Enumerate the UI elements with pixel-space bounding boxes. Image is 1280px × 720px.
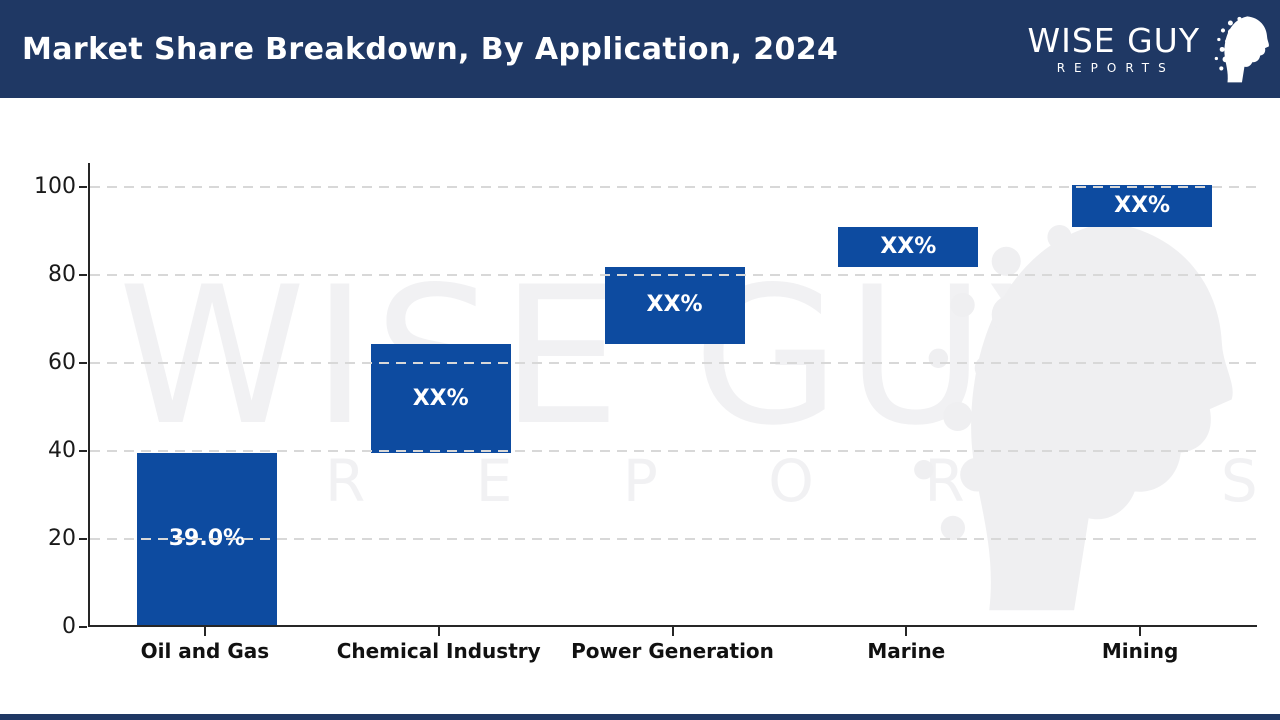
x-tick-mark-1 [437,627,440,636]
bar-value-label: XX% [880,233,937,259]
footer-bar [0,714,1280,720]
bar-power-generation: XX% [604,266,745,344]
bar-mining: XX% [1072,185,1213,227]
brand-logo-text: WISE GUY REPORTS [1027,24,1200,75]
bar-value-label: XX% [1114,193,1171,219]
y-tick-label-20: 20 [48,526,76,552]
brand-logo: WISE GUY REPORTS [1027,0,1280,98]
gridline-100 [90,186,1257,189]
x-tick-mark-0 [203,627,206,636]
y-tick-label-100: 100 [34,174,76,200]
bar-value-label: XX% [646,292,703,318]
plot-area: 39.0% XX% XX% XX% XX% [88,163,1257,627]
head-profile-icon [1214,16,1269,83]
x-axis-label-oil-and-gas: Oil and Gas [140,639,270,663]
y-tick-label-80: 80 [48,262,76,288]
gridline-20 [90,538,1257,541]
y-tick-mark-80 [79,274,87,277]
header-bar: Market Share Breakdown, By Application, … [0,0,1280,98]
gridline-60 [90,362,1257,365]
gridline-40 [90,450,1257,453]
y-tick-mark-0 [79,626,87,628]
bar-marine: XX% [838,226,979,267]
y-tick-mark-60 [79,362,87,365]
y-tick-mark-20 [79,538,87,541]
brand-subname: REPORTS [1056,60,1175,75]
bar-chemical-industry: XX% [370,343,511,454]
x-axis-label-power-generation: Power Generation [571,639,774,663]
x-tick-mark-2 [671,627,674,636]
x-tick-mark-4 [1139,627,1142,636]
gridline-80 [90,274,1257,277]
x-axis-label-marine: Marine [867,639,946,663]
x-axis-label-mining: Mining [1101,639,1179,663]
brand-name: WISE GUY [1027,20,1200,60]
y-tick-label-60: 60 [48,350,76,376]
y-tick-label-40: 40 [48,438,76,464]
x-tick-mark-3 [905,627,908,636]
y-tick-mark-100 [79,186,87,189]
y-tick-label-0: 0 [62,614,76,639]
x-axis-label-chemical-industry: Chemical Industry [336,639,541,663]
bar-value-label: XX% [412,385,469,411]
y-tick-mark-40 [79,450,87,453]
chart-title: Market Share Breakdown, By Application, … [22,31,839,67]
